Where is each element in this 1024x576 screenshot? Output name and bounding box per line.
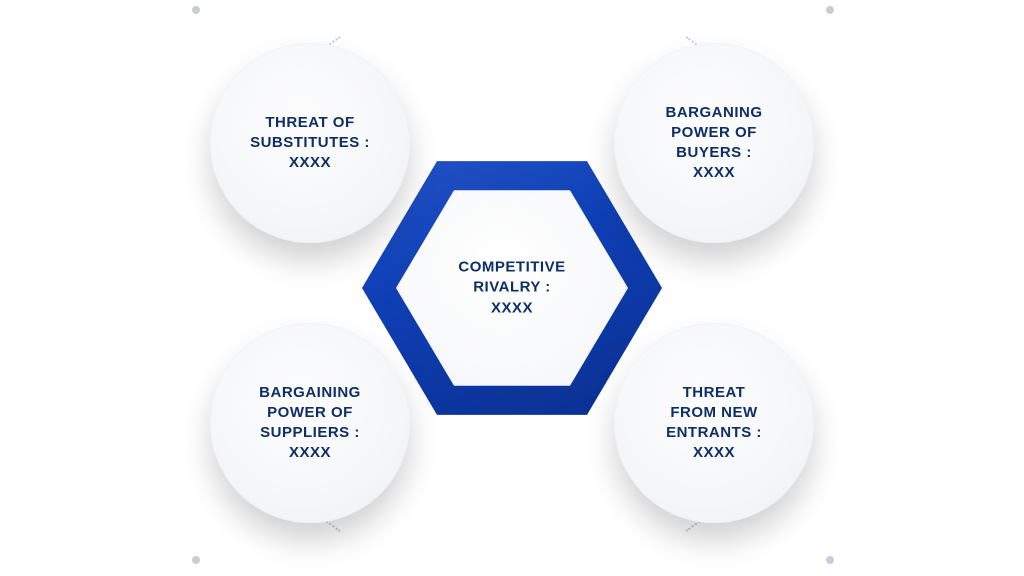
leader-dot-top-left — [192, 6, 200, 14]
node-label: BARGANING POWER OF BUYERS : XXXX — [652, 103, 777, 184]
node-bargaining-power-buyers: BARGANING POWER OF BUYERS : XXXX — [614, 43, 814, 243]
leader-dot-top-right — [826, 6, 834, 14]
node-bargaining-power-suppliers: BARGAINING POWER OF SUPPLIERS : XXXX — [210, 323, 410, 523]
center-label: COMPETITIVE RIVALRY : XXXX — [458, 258, 565, 319]
node-threat-of-substitutes: THREAT OF SUBSTITUTES : XXXX — [210, 43, 410, 243]
leader-dot-bottom-left — [192, 556, 200, 564]
node-threat-new-entrants: THREAT FROM NEW ENTRANTS : XXXX — [614, 323, 814, 523]
node-label: THREAT OF SUBSTITUTES : XXXX — [236, 113, 384, 174]
node-label: THREAT FROM NEW ENTRANTS : XXXX — [652, 383, 776, 464]
node-label: BARGAINING POWER OF SUPPLIERS : XXXX — [245, 383, 375, 464]
porters-five-forces-diagram: COMPETITIVE RIVALRY : XXXX THREAT OF SUB… — [0, 0, 1024, 576]
leader-dot-bottom-right — [826, 556, 834, 564]
